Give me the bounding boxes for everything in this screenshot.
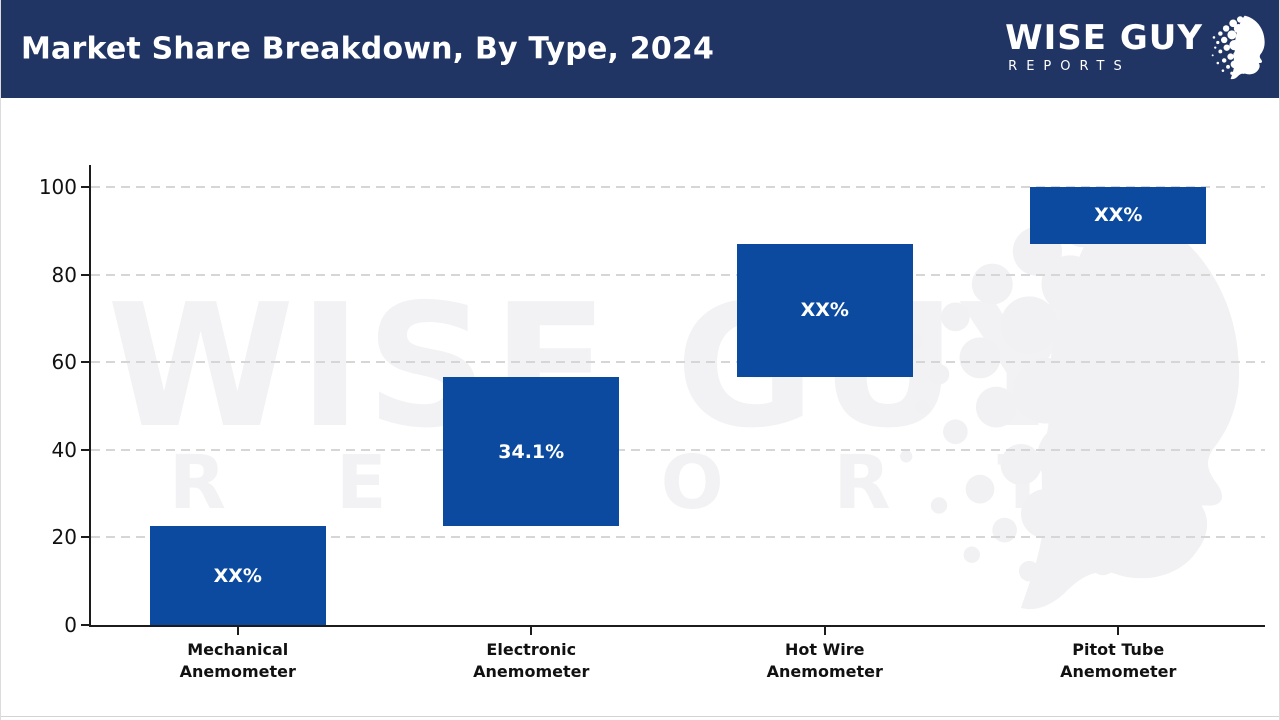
bar-segment-2: 34.1%	[443, 377, 620, 527]
y-axis-tick-60	[81, 361, 89, 364]
x-axis-label-line: Electronic	[486, 640, 577, 659]
bar-value-label-1: XX%	[213, 564, 262, 587]
x-axis-label-line: Pitot Tube	[1072, 640, 1165, 659]
brand-subname: REPORTS	[1008, 58, 1131, 74]
brand-name: WISE GUY	[1005, 17, 1203, 58]
y-axis-tick-80	[81, 273, 89, 276]
x-axis-label-line: Anemometer	[766, 661, 883, 681]
y-axis-label-80: 80	[51, 262, 77, 287]
x-axis-category-label-2: Electronic Anemometer	[473, 639, 589, 682]
x-axis-tick-1	[236, 627, 239, 635]
header-banner: Market Share Breakdown, By Type, 2024 WI…	[1, 0, 1279, 98]
bar-value-label-3: XX%	[800, 299, 849, 322]
x-axis-category-label-3: Hot Wire Anemometer	[767, 639, 883, 682]
page-title: Market Share Breakdown, By Type, 2024	[21, 31, 715, 67]
y-axis-tick-0	[81, 624, 89, 626]
x-axis-label-line: Anemometer	[179, 661, 296, 681]
x-axis-category-label-1: Mechanical Anemometer	[180, 639, 296, 682]
y-axis-label-60: 60	[51, 350, 77, 375]
y-axis-label-100: 100	[38, 174, 77, 199]
brand-logo: WISE GUY REPORTS	[1005, 10, 1269, 84]
x-axis-label-line: Hot Wire	[785, 640, 865, 659]
x-axis-category-label-4: Pitot Tube Anemometer	[1060, 639, 1176, 682]
y-axis-tick-40	[81, 448, 89, 451]
bar-value-label-4: XX%	[1094, 204, 1143, 227]
gridline-y-100	[91, 185, 1265, 188]
x-axis-tick-2	[530, 627, 533, 635]
y-axis-tick-100	[81, 185, 89, 188]
brand-head-icon	[1211, 15, 1265, 80]
brand-logo-text: WISE GUY REPORTS	[1005, 21, 1203, 74]
gridline-y-20	[91, 536, 1265, 539]
y-axis-label-0: 0	[64, 613, 77, 637]
chart-plot-area: 0 20 40 60 80 100 XX% Mechanical Anemometer 34.1%…	[39, 165, 1265, 681]
bar-segment-1: XX%	[149, 526, 326, 625]
gridline-y-80	[91, 273, 1265, 276]
x-axis-label-line: Anemometer	[473, 661, 590, 681]
x-axis-tick-3	[823, 627, 826, 635]
y-axis-tick-20	[81, 536, 89, 539]
bar-value-label-2: 34.1%	[498, 440, 565, 463]
y-axis-label-40: 40	[51, 437, 77, 462]
x-axis-tick-4	[1117, 627, 1120, 635]
gridline-y-60	[91, 361, 1265, 364]
bar-segment-3: XX%	[736, 243, 913, 378]
footer-divider	[1, 716, 1279, 717]
x-axis-label-line: Mechanical	[187, 640, 289, 659]
x-axis-label-line: Anemometer	[1060, 661, 1177, 681]
y-axis-label-20: 20	[51, 525, 77, 550]
bar-segment-4: XX%	[1030, 186, 1207, 244]
gridline-y-40	[91, 448, 1265, 451]
